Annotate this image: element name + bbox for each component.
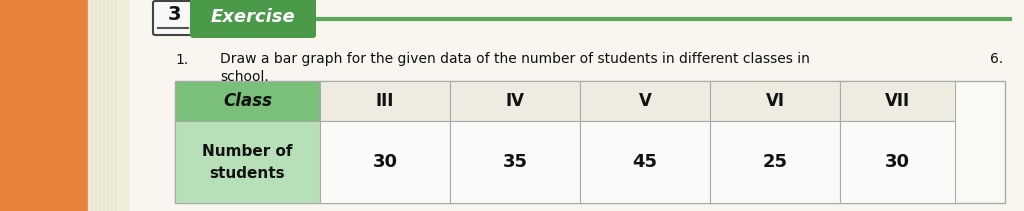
- FancyBboxPatch shape: [96, 0, 150, 211]
- FancyBboxPatch shape: [116, 0, 170, 211]
- Bar: [710, 81, 840, 121]
- FancyBboxPatch shape: [153, 1, 195, 35]
- Bar: [450, 121, 580, 203]
- Bar: [840, 81, 955, 121]
- Text: V: V: [639, 92, 651, 110]
- Text: VI: VI: [766, 92, 784, 110]
- Text: IV: IV: [506, 92, 524, 110]
- FancyBboxPatch shape: [190, 0, 316, 38]
- Bar: [450, 81, 580, 121]
- Text: VII: VII: [885, 92, 910, 110]
- Text: Class: Class: [223, 92, 272, 110]
- Bar: [130, 0, 1024, 211]
- FancyBboxPatch shape: [88, 0, 142, 211]
- Bar: [710, 121, 840, 203]
- Text: 45: 45: [633, 153, 657, 171]
- Bar: [319, 121, 450, 203]
- Bar: [319, 81, 450, 121]
- Text: school.: school.: [220, 70, 268, 84]
- Text: III: III: [376, 92, 394, 110]
- Text: 6.: 6.: [990, 52, 1004, 66]
- Bar: [175, 121, 319, 203]
- FancyBboxPatch shape: [104, 0, 158, 211]
- Bar: [0, 0, 110, 211]
- Bar: [840, 121, 955, 203]
- Bar: [580, 81, 710, 121]
- Bar: [175, 81, 1005, 203]
- Text: students: students: [210, 166, 286, 181]
- FancyBboxPatch shape: [108, 0, 162, 211]
- Text: 1.: 1.: [175, 53, 188, 67]
- Text: Draw a bar graph for the given data of the number of students in different class: Draw a bar graph for the given data of t…: [220, 52, 810, 66]
- FancyBboxPatch shape: [100, 0, 154, 211]
- Text: 3: 3: [167, 5, 181, 24]
- Text: Exercise: Exercise: [211, 8, 295, 26]
- Bar: [175, 81, 319, 121]
- Text: Number of: Number of: [203, 145, 293, 160]
- Bar: [580, 121, 710, 203]
- Text: 35: 35: [503, 153, 527, 171]
- FancyBboxPatch shape: [112, 0, 166, 211]
- Text: 30: 30: [885, 153, 910, 171]
- FancyBboxPatch shape: [92, 0, 146, 211]
- Text: 25: 25: [763, 153, 787, 171]
- Text: 30: 30: [373, 153, 397, 171]
